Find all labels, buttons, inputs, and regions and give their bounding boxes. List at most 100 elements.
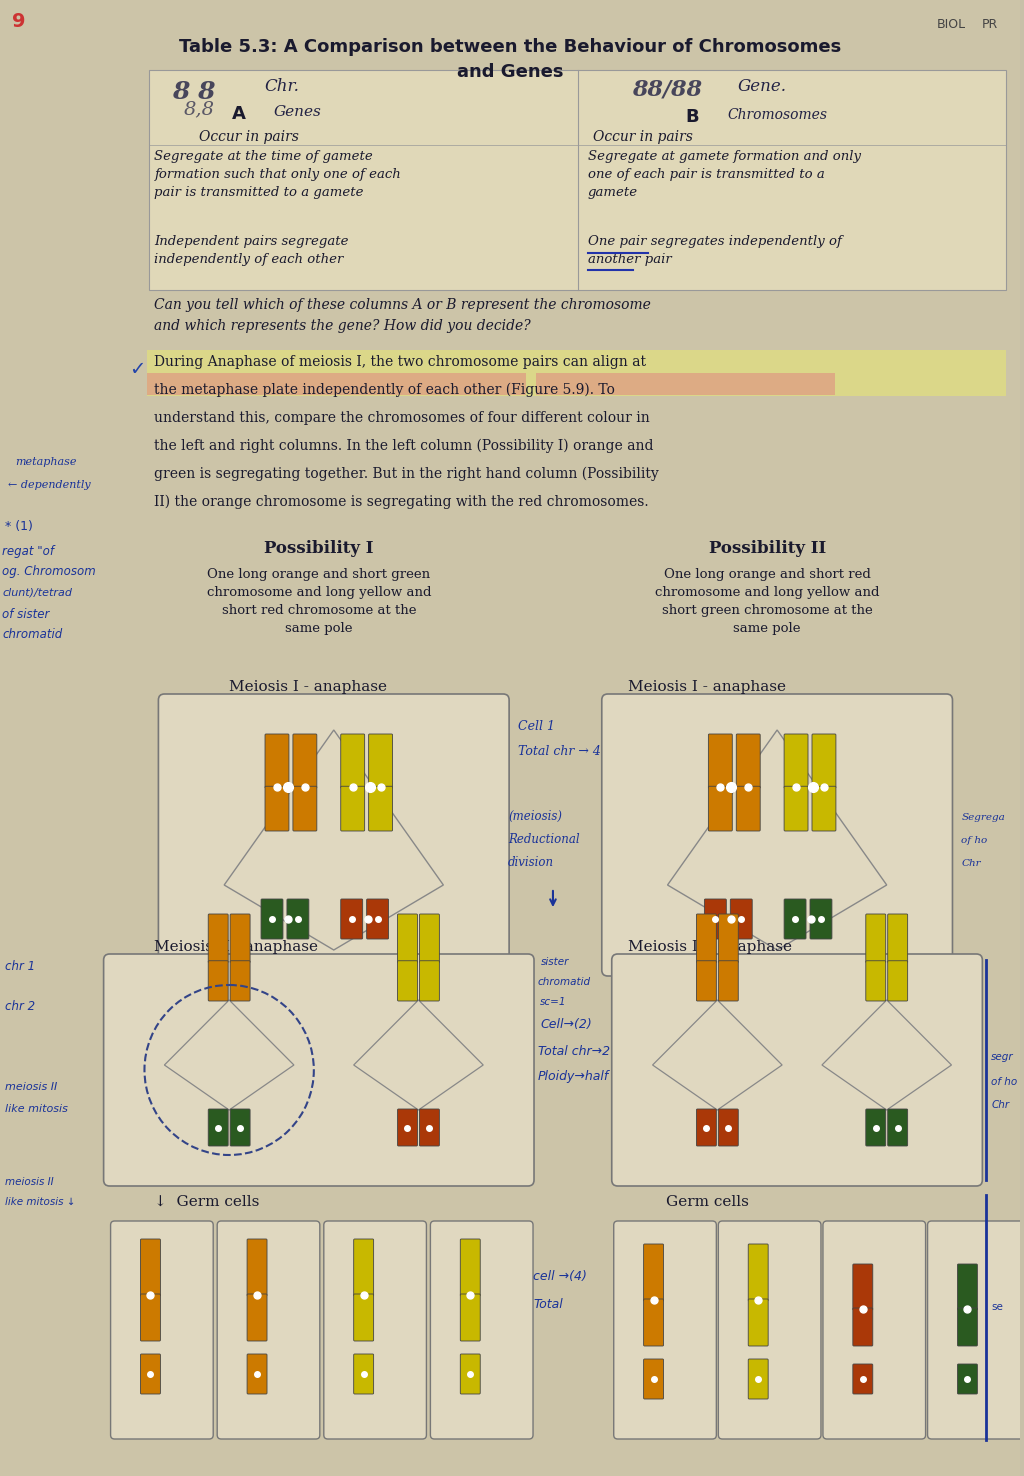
Text: Cell→(2): Cell→(2) (540, 1018, 592, 1032)
Text: understand this, compare the chromosomes of four different colour in: understand this, compare the chromosomes… (155, 410, 650, 425)
FancyBboxPatch shape (644, 1359, 664, 1399)
Text: Chr: Chr (991, 1100, 1010, 1110)
FancyBboxPatch shape (461, 1353, 480, 1393)
Text: the metaphase plate independently of each other (Figure 5.9). To: the metaphase plate independently of eac… (155, 382, 615, 397)
FancyBboxPatch shape (823, 1221, 926, 1439)
FancyBboxPatch shape (341, 899, 362, 939)
FancyBboxPatch shape (341, 734, 365, 788)
FancyBboxPatch shape (369, 734, 392, 788)
FancyBboxPatch shape (420, 914, 439, 962)
FancyBboxPatch shape (247, 1294, 267, 1342)
FancyBboxPatch shape (749, 1299, 768, 1346)
Text: sc=1: sc=1 (540, 996, 566, 1007)
Text: Genes: Genes (274, 105, 322, 120)
FancyBboxPatch shape (957, 1308, 977, 1346)
Text: * (1): * (1) (5, 520, 33, 533)
Text: Gene.: Gene. (737, 78, 786, 94)
Text: like mitosis: like mitosis (5, 1104, 68, 1114)
Text: Meiosis II - anaphase: Meiosis II - anaphase (628, 940, 792, 953)
Text: chromatid: chromatid (538, 977, 591, 987)
FancyBboxPatch shape (111, 1221, 213, 1439)
Text: of sister: of sister (2, 608, 49, 621)
FancyBboxPatch shape (709, 734, 732, 788)
FancyBboxPatch shape (736, 734, 760, 788)
FancyBboxPatch shape (147, 350, 1007, 396)
FancyBboxPatch shape (644, 1244, 664, 1300)
FancyBboxPatch shape (719, 1108, 738, 1145)
FancyBboxPatch shape (208, 961, 228, 1001)
FancyBboxPatch shape (261, 899, 283, 939)
Text: Germ cells: Germ cells (666, 1196, 749, 1209)
FancyBboxPatch shape (644, 1299, 664, 1346)
FancyBboxPatch shape (265, 734, 289, 788)
Text: PR: PR (981, 18, 997, 31)
Text: chromatid: chromatid (2, 627, 62, 641)
Text: chr 2: chr 2 (5, 1001, 35, 1013)
Text: ✓: ✓ (129, 360, 145, 379)
FancyBboxPatch shape (208, 1108, 228, 1145)
FancyBboxPatch shape (957, 1263, 977, 1311)
Text: Segrega: Segrega (962, 813, 1006, 822)
FancyBboxPatch shape (140, 1353, 161, 1393)
FancyBboxPatch shape (420, 1108, 439, 1145)
Text: meiosis II: meiosis II (5, 1082, 57, 1092)
Text: Table 5.3: A Comparison between the Behaviour of Chromosomes
and Genes: Table 5.3: A Comparison between the Beha… (179, 38, 842, 81)
Text: B: B (686, 108, 699, 125)
FancyBboxPatch shape (265, 787, 289, 831)
Text: A: A (232, 105, 246, 123)
FancyBboxPatch shape (749, 1244, 768, 1300)
Text: Meiosis I - anaphase: Meiosis I - anaphase (628, 680, 785, 694)
FancyBboxPatch shape (140, 1238, 161, 1296)
FancyBboxPatch shape (430, 1221, 534, 1439)
Text: One long orange and short green
chromosome and long yellow and
short red chromos: One long orange and short green chromoso… (207, 568, 431, 635)
Text: Cell 1: Cell 1 (518, 720, 555, 734)
FancyBboxPatch shape (736, 787, 760, 831)
FancyBboxPatch shape (719, 1221, 821, 1439)
Text: of ho: of ho (962, 835, 988, 844)
Text: BIOL: BIOL (937, 18, 966, 31)
FancyBboxPatch shape (696, 914, 717, 962)
FancyBboxPatch shape (341, 787, 365, 831)
Text: se: se (991, 1302, 1004, 1312)
Text: cell →(4): cell →(4) (534, 1269, 587, 1283)
FancyBboxPatch shape (230, 1108, 250, 1145)
Text: Chr: Chr (962, 859, 981, 868)
FancyBboxPatch shape (853, 1364, 872, 1393)
FancyBboxPatch shape (147, 373, 526, 396)
Text: Segregate at gamete formation and only
one of each pair is transmitted to a
game: Segregate at gamete formation and only o… (588, 151, 861, 199)
FancyBboxPatch shape (420, 961, 439, 1001)
Text: 88/88: 88/88 (633, 78, 702, 100)
FancyBboxPatch shape (749, 1359, 768, 1399)
Text: Total chr → 4: Total chr → 4 (518, 745, 601, 759)
Text: the left and right columns. In the left column (Possibility I) orange and: the left and right columns. In the left … (155, 438, 654, 453)
Text: clunt)/tetrad: clunt)/tetrad (2, 587, 72, 596)
FancyBboxPatch shape (461, 1238, 480, 1296)
FancyBboxPatch shape (888, 914, 907, 962)
FancyBboxPatch shape (150, 69, 1007, 289)
FancyBboxPatch shape (812, 734, 836, 788)
Text: 8 8: 8 8 (172, 80, 216, 103)
FancyBboxPatch shape (866, 914, 886, 962)
FancyBboxPatch shape (461, 1294, 480, 1342)
FancyBboxPatch shape (866, 961, 886, 1001)
FancyBboxPatch shape (397, 961, 418, 1001)
FancyBboxPatch shape (784, 787, 808, 831)
Text: Possibility II: Possibility II (709, 540, 825, 556)
FancyBboxPatch shape (784, 734, 808, 788)
FancyBboxPatch shape (287, 899, 309, 939)
FancyBboxPatch shape (888, 961, 907, 1001)
Text: meiosis II: meiosis II (5, 1176, 53, 1187)
FancyBboxPatch shape (397, 914, 418, 962)
FancyBboxPatch shape (696, 961, 717, 1001)
FancyBboxPatch shape (696, 1108, 717, 1145)
Text: ↓  Germ cells: ↓ Germ cells (155, 1196, 260, 1209)
FancyBboxPatch shape (730, 899, 753, 939)
Text: Chr.: Chr. (264, 78, 299, 94)
FancyBboxPatch shape (293, 734, 316, 788)
FancyBboxPatch shape (957, 1364, 977, 1393)
Text: og. Chromosom: og. Chromosom (2, 565, 95, 579)
FancyBboxPatch shape (853, 1308, 872, 1346)
Text: green is segregating together. But in the right hand column (Possibility: green is segregating together. But in th… (155, 466, 659, 481)
FancyBboxPatch shape (353, 1238, 374, 1296)
FancyBboxPatch shape (397, 1108, 418, 1145)
